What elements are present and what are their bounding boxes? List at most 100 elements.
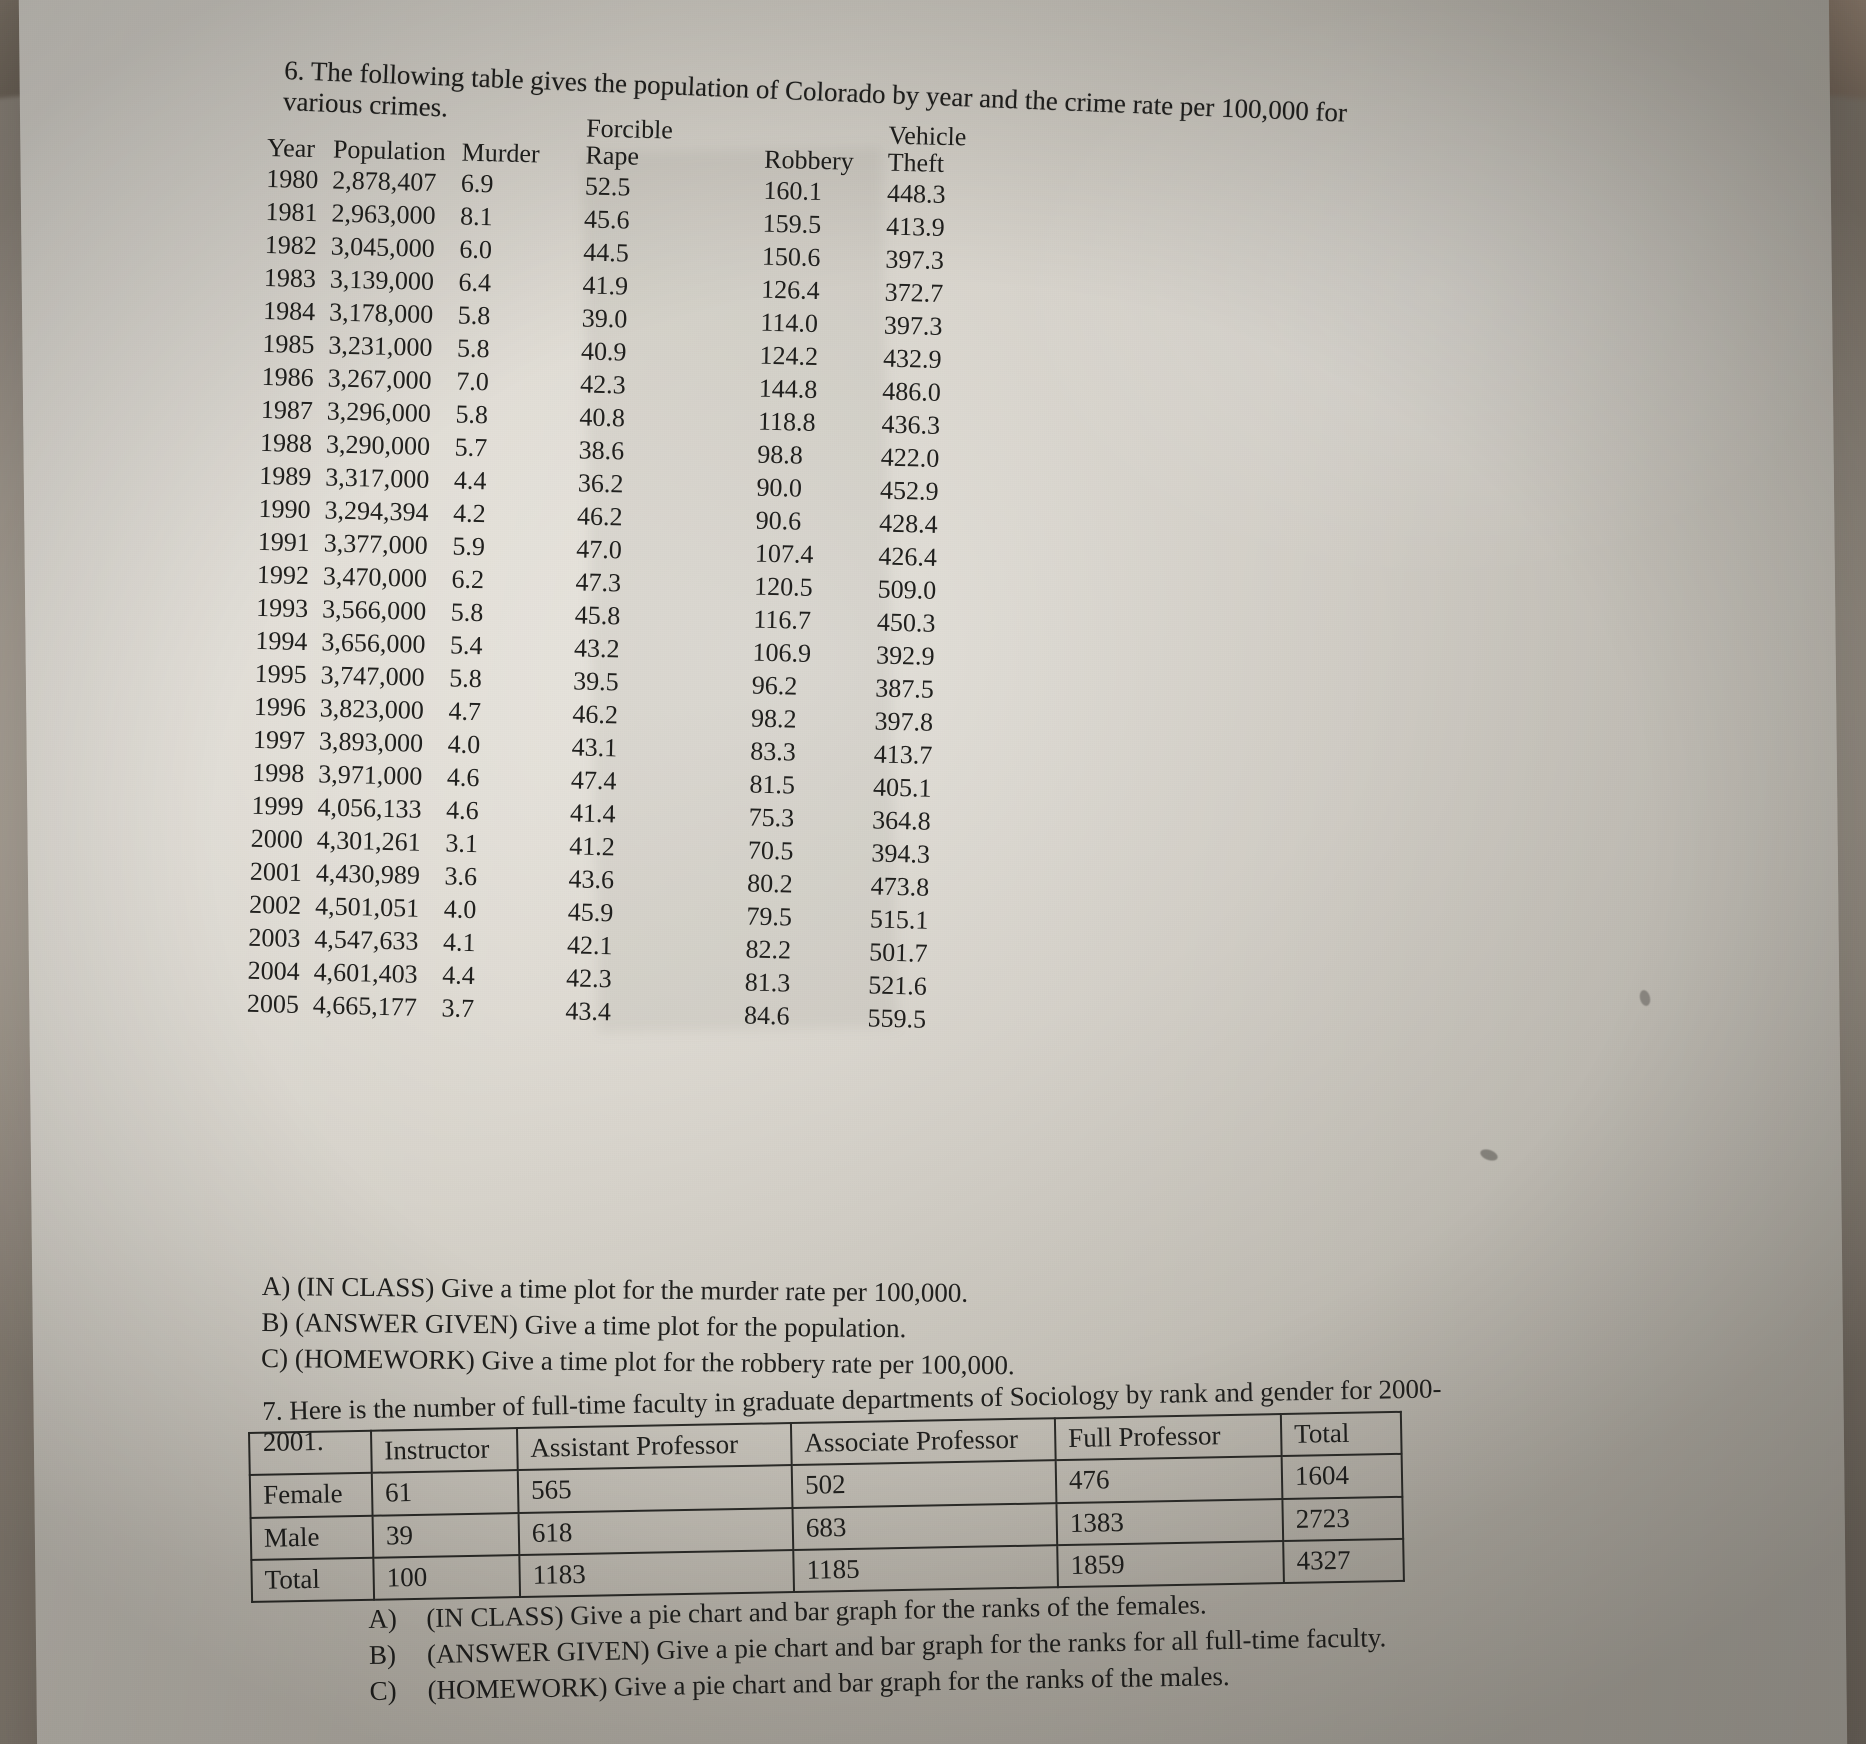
cell-murder: 5.8 <box>448 663 483 694</box>
cell-full-professor: 1383 <box>1056 1498 1284 1546</box>
cell-instructor: 61 <box>371 1470 519 1516</box>
cell-full-professor: 476 <box>1055 1456 1283 1503</box>
cell-forcible-rape: 40.9 <box>580 336 627 367</box>
cell-population: 3,290,000 <box>325 429 431 461</box>
cell-murder: 4.4 <box>441 960 476 991</box>
cell-year: 1988 <box>259 427 313 459</box>
header-forcible-rape-line2: Rape <box>585 140 640 171</box>
cell-robbery: 96.2 <box>751 670 798 701</box>
cell-vehicle-theft: 432.9 <box>882 343 942 374</box>
cell-population: 3,566,000 <box>321 594 427 626</box>
cell-robbery: 120.5 <box>753 571 814 602</box>
cell-population: 3,377,000 <box>323 528 429 560</box>
cell-vehicle-theft: 387.5 <box>875 673 935 704</box>
cell-robbery: 107.4 <box>754 538 814 570</box>
cell-year: 2003 <box>248 922 301 954</box>
faculty-table-wrapper: Instructor Assistant Professor Associate… <box>248 1411 1405 1603</box>
cell-murder: 4.7 <box>448 696 482 727</box>
cell-forcible-rape: 45.8 <box>574 600 621 631</box>
cell-vehicle-theft: 521.6 <box>868 970 928 1001</box>
cell-forcible-rape: 39.0 <box>581 303 628 334</box>
cell-vehicle-theft: 473.8 <box>870 871 930 902</box>
cell-population: 3,178,000 <box>328 297 434 329</box>
cell-robbery: 82.2 <box>745 934 792 965</box>
faculty-header-associate-professor: Associate Professor <box>790 1418 1056 1466</box>
faculty-header-full-professor: Full Professor <box>1054 1414 1282 1461</box>
cell-year: 1992 <box>256 559 310 591</box>
cell-murder: 5.4 <box>449 630 483 661</box>
cell-forcible-rape: 43.2 <box>573 633 620 664</box>
header-vehicle-theft: Vehicle Theft <box>887 121 966 180</box>
cell-population: 4,665,177 <box>312 990 418 1022</box>
cell-total: 2723 <box>1282 1496 1404 1542</box>
question-6-parts: A) (IN CLASS) Give a time plot for the m… <box>261 1268 1222 1386</box>
cell-population: 4,501,051 <box>314 891 420 923</box>
cell-vehicle-theft: 372.7 <box>884 277 944 308</box>
cell-population: 3,747,000 <box>320 660 425 692</box>
cell-year: 1980 <box>265 164 319 195</box>
cell-murder: 6.4 <box>458 267 492 298</box>
cell-vehicle-theft: 422.0 <box>880 442 940 473</box>
cell-robbery: 80.2 <box>746 868 794 899</box>
cell-robbery: 159.5 <box>762 208 822 240</box>
cell-year: 1982 <box>264 229 318 261</box>
cell-murder: 4.0 <box>443 894 477 925</box>
cell-vehicle-theft: 486.0 <box>882 376 942 407</box>
cell-robbery: 160.1 <box>763 175 823 207</box>
cell-year: 1999 <box>251 790 304 822</box>
cell-associate-professor: 502 <box>791 1460 1057 1508</box>
header-murder: Murder <box>461 137 541 168</box>
cell-associate-professor: 1185 <box>793 1545 1058 1593</box>
cell-robbery: 83.3 <box>749 736 797 767</box>
cell-vehicle-theft: 405.1 <box>872 772 932 803</box>
cell-robbery: 118.8 <box>757 406 816 438</box>
cell-vehicle-theft: 448.3 <box>886 178 946 210</box>
cell-associate-professor: 683 <box>792 1502 1058 1551</box>
cell-robbery: 98.8 <box>756 439 804 470</box>
question-7-part-c-tag: C) <box>369 1675 397 1706</box>
cell-forcible-rape: 42.1 <box>566 930 613 961</box>
header-population: Population <box>332 134 447 166</box>
cell-population: 3,296,000 <box>326 396 432 428</box>
cell-forcible-rape: 47.4 <box>570 765 617 796</box>
question-7-part-b-tag: B) <box>368 1639 397 1670</box>
cell-vehicle-theft: 450.3 <box>876 607 936 638</box>
cell-forcible-rape: 39.5 <box>572 666 620 697</box>
cell-vehicle-theft: 397.3 <box>883 310 943 341</box>
cell-full-professor: 1859 <box>1057 1541 1284 1588</box>
cell-instructor: 39 <box>372 1512 520 1558</box>
cell-year: 1985 <box>262 328 315 360</box>
cell-robbery: 144.8 <box>758 373 818 405</box>
cell-forcible-rape: 40.8 <box>579 402 626 433</box>
faculty-header-instructor: Instructor <box>370 1428 518 1474</box>
paper-smudge <box>1478 1147 1500 1163</box>
cell-forcible-rape: 46.2 <box>572 699 619 730</box>
cell-murder: 5.8 <box>450 597 484 628</box>
cell-year: 1997 <box>252 724 306 756</box>
cell-forcible-rape: 42.3 <box>579 369 627 400</box>
cell-vehicle-theft: 397.8 <box>874 706 934 737</box>
faculty-header-corner <box>249 1430 372 1476</box>
cell-murder: 4.4 <box>453 465 487 496</box>
cell-year: 1981 <box>265 197 318 228</box>
cell-murder: 3.1 <box>445 828 479 859</box>
cell-robbery: 81.3 <box>744 967 791 998</box>
cell-year: 1998 <box>252 757 305 789</box>
cell-year: 1983 <box>263 262 317 294</box>
cell-robbery: 114.0 <box>760 307 819 339</box>
cell-murder: 5.7 <box>454 432 488 463</box>
cell-assistant-professor: 1183 <box>519 1550 795 1598</box>
cell-murder: 8.1 <box>459 201 494 232</box>
faculty-table-body: Female 61 565 502 476 1604 Male 39 618 683 1383 272… <box>249 1454 1404 1603</box>
crime-table-body: 1980 2,878,407 6.9 52.5 160.1 448.3 1981 2,963,… <box>246 163 965 1037</box>
cell-forcible-rape: 47.0 <box>576 534 623 565</box>
cell-population: 4,430,989 <box>315 858 421 890</box>
cell-forcible-rape: 52.5 <box>584 171 631 202</box>
header-vehicle-theft-line2: Theft <box>887 147 945 178</box>
cell-vehicle-theft: 413.9 <box>885 211 946 243</box>
cell-year: 2002 <box>248 889 302 921</box>
cell-forcible-rape: 45.9 <box>567 897 614 928</box>
cell-murder: 6.0 <box>459 234 493 265</box>
cell-murder: 5.8 <box>457 300 491 331</box>
